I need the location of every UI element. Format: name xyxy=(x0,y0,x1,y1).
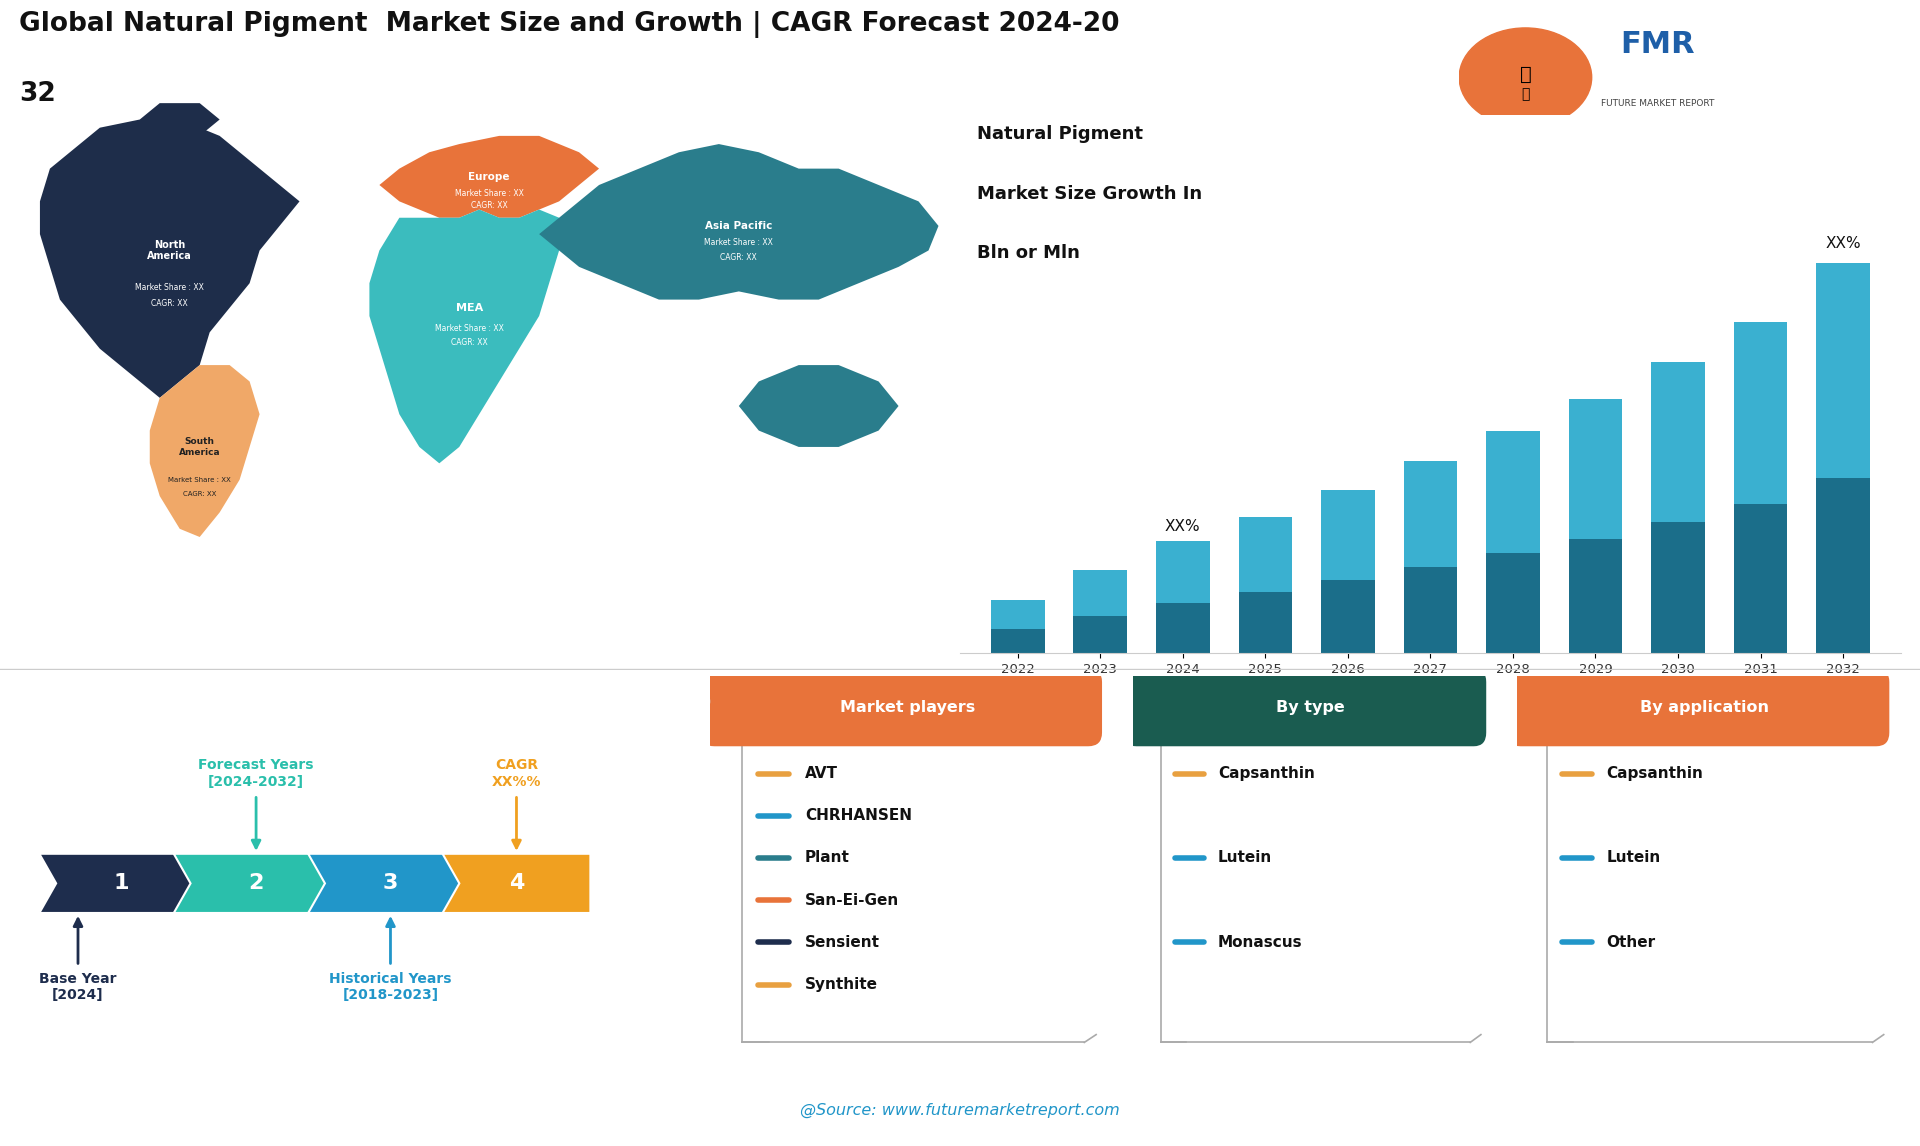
Bar xyxy=(1156,541,1210,603)
Text: 2: 2 xyxy=(248,873,263,894)
Text: Monascus: Monascus xyxy=(1217,935,1302,950)
Text: By type: By type xyxy=(1277,700,1344,715)
Text: 📣: 📣 xyxy=(1521,87,1530,101)
Bar xyxy=(1238,517,1292,591)
Text: Europe: Europe xyxy=(468,172,511,182)
Text: Lutein: Lutein xyxy=(1217,850,1273,865)
Bar xyxy=(1073,615,1127,653)
Text: Market Share : XX: Market Share : XX xyxy=(434,324,503,332)
Bar xyxy=(1816,262,1870,478)
Polygon shape xyxy=(739,366,899,447)
Text: 👤: 👤 xyxy=(1519,64,1532,84)
Bar xyxy=(1073,571,1127,615)
Text: Lutein: Lutein xyxy=(1607,850,1661,865)
FancyBboxPatch shape xyxy=(1123,668,1486,746)
Text: CAGR: XX: CAGR: XX xyxy=(470,201,507,210)
Text: Historical Years
[2018-2023]: Historical Years [2018-2023] xyxy=(328,972,451,1003)
Text: Natural Pigment: Natural Pigment xyxy=(977,125,1142,143)
Text: 32: 32 xyxy=(19,81,56,107)
Bar xyxy=(1321,580,1375,653)
Polygon shape xyxy=(307,854,472,913)
Text: Market Size Growth In: Market Size Growth In xyxy=(977,185,1202,203)
Polygon shape xyxy=(40,119,300,398)
Text: Market players: Market players xyxy=(839,700,975,715)
Text: FMR: FMR xyxy=(1620,30,1695,58)
Text: 3: 3 xyxy=(382,873,397,894)
Text: 4: 4 xyxy=(509,873,524,894)
Text: Synthite: Synthite xyxy=(804,978,877,992)
Text: Base Year
[2024]: Base Year [2024] xyxy=(38,972,117,1003)
Text: Market Share : XX: Market Share : XX xyxy=(705,238,774,246)
Text: Other: Other xyxy=(1607,935,1655,950)
Text: XX%: XX% xyxy=(1826,236,1860,251)
FancyBboxPatch shape xyxy=(1507,668,1889,746)
Text: CAGR: XX: CAGR: XX xyxy=(720,252,756,261)
Text: Forecast Years
[2024-2032]: Forecast Years [2024-2032] xyxy=(198,759,313,788)
Bar xyxy=(1651,362,1705,523)
Polygon shape xyxy=(380,136,599,218)
Circle shape xyxy=(1496,691,1517,713)
Bar xyxy=(1569,399,1622,539)
Bar xyxy=(1321,490,1375,580)
Bar xyxy=(1404,566,1457,653)
Polygon shape xyxy=(38,854,204,913)
Text: XX%: XX% xyxy=(1165,519,1200,534)
Circle shape xyxy=(1459,28,1592,127)
Bar xyxy=(991,629,1044,653)
Polygon shape xyxy=(369,210,559,463)
Text: CAGR: XX: CAGR: XX xyxy=(182,492,217,497)
Text: South
America: South America xyxy=(179,438,221,456)
Text: Bln or Mln: Bln or Mln xyxy=(977,244,1079,262)
Text: @Source: www.futuremarketreport.com: @Source: www.futuremarketreport.com xyxy=(801,1102,1119,1117)
Text: 1: 1 xyxy=(113,873,129,894)
Bar xyxy=(1734,322,1788,504)
Circle shape xyxy=(1112,691,1133,713)
Bar xyxy=(1238,591,1292,653)
Bar xyxy=(1734,504,1788,653)
Bar xyxy=(1816,478,1870,653)
Text: MEA: MEA xyxy=(455,303,482,313)
Text: Market Share : XX: Market Share : XX xyxy=(455,189,524,197)
Text: Global Natural Pigment  Market Size and Growth | CAGR Forecast 2024-20: Global Natural Pigment Market Size and G… xyxy=(19,11,1119,39)
Polygon shape xyxy=(150,366,259,537)
Bar xyxy=(1156,603,1210,653)
Polygon shape xyxy=(140,103,219,136)
Text: CAGR: XX: CAGR: XX xyxy=(152,299,188,308)
Bar xyxy=(1486,554,1540,653)
Circle shape xyxy=(687,691,710,713)
Text: Capsanthin: Capsanthin xyxy=(1217,766,1315,782)
Polygon shape xyxy=(442,854,591,913)
Text: CAGR
XX%%: CAGR XX%% xyxy=(492,759,541,788)
Text: Asia Pacific: Asia Pacific xyxy=(705,221,772,231)
Text: By application: By application xyxy=(1640,700,1768,715)
Polygon shape xyxy=(173,854,338,913)
Text: Sensient: Sensient xyxy=(804,935,879,950)
FancyBboxPatch shape xyxy=(701,668,1102,746)
Bar xyxy=(991,599,1044,629)
Text: CAGR: XX: CAGR: XX xyxy=(451,338,488,346)
Text: Market Share : XX: Market Share : XX xyxy=(169,477,230,482)
Bar xyxy=(1404,461,1457,566)
Bar xyxy=(1486,431,1540,554)
Text: CHRHANSEN: CHRHANSEN xyxy=(804,808,912,823)
Text: Capsanthin: Capsanthin xyxy=(1607,766,1703,782)
Text: Market Share : XX: Market Share : XX xyxy=(134,283,204,292)
Polygon shape xyxy=(540,144,939,299)
Text: San-Ei-Gen: San-Ei-Gen xyxy=(804,893,899,908)
Text: FUTURE MARKET REPORT: FUTURE MARKET REPORT xyxy=(1601,100,1715,108)
Bar xyxy=(1651,523,1705,653)
Text: AVT: AVT xyxy=(804,766,837,782)
Bar xyxy=(1569,539,1622,653)
Text: North
America: North America xyxy=(148,240,192,261)
Text: Plant: Plant xyxy=(804,850,851,865)
